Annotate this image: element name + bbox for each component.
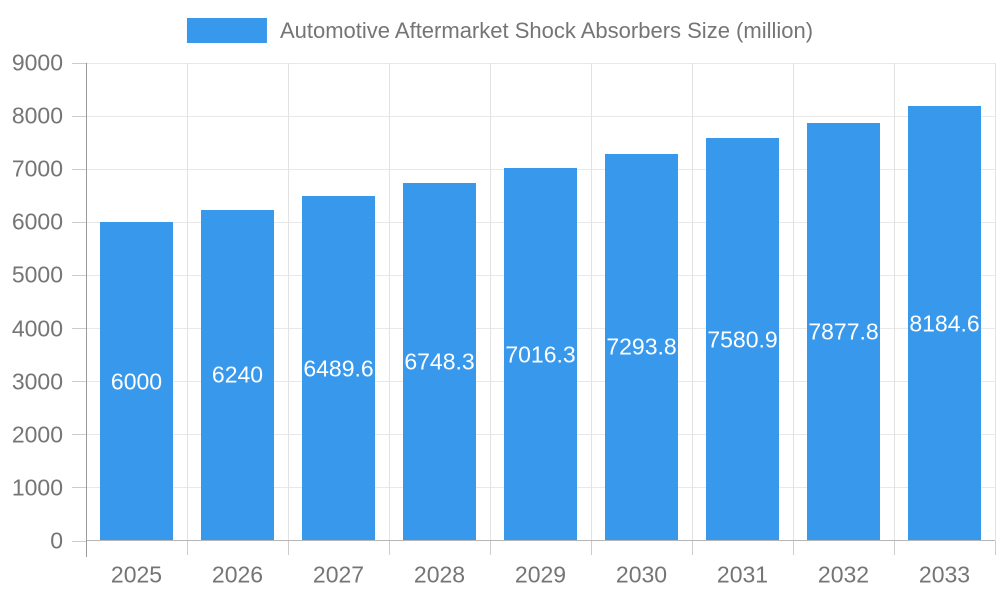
x-axis-tick [590, 541, 592, 555]
bar-2031 [706, 138, 779, 541]
bar-value-label: 7580.9 [707, 326, 778, 353]
bar-2028 [403, 182, 476, 541]
bar-2030 [605, 153, 678, 541]
x-axis-label: 2026 [211, 561, 264, 588]
gridline-vertical [792, 63, 794, 541]
x-axis-label: 2028 [413, 561, 466, 588]
legend-label: Automotive Aftermarket Shock Absorbers S… [279, 18, 814, 43]
y-axis-tick [72, 381, 86, 383]
y-axis-label: 9000 [11, 49, 63, 76]
plot-area: 0 1000 2000 3000 4000 5000 6000 7000 8000 9000 600… [12, 50, 996, 588]
bar-value-label: 6000 [110, 368, 163, 395]
bar-value-label: 6748.3 [404, 348, 475, 375]
gridline-horizontal [86, 62, 995, 64]
y-axis-tick [72, 62, 86, 64]
x-axis-tick [388, 541, 390, 555]
y-axis-tick [72, 434, 86, 436]
gridline-vertical [489, 63, 491, 541]
bar-value-label: 8184.6 [909, 310, 980, 337]
y-axis-tick [72, 328, 86, 330]
y-axis-tick [72, 168, 86, 170]
gridline-vertical [994, 63, 996, 541]
bar-2027 [302, 196, 375, 541]
bar-2032 [807, 122, 880, 541]
bar-2026 [201, 209, 274, 541]
x-axis-tick [792, 541, 794, 555]
bar-value-label: 6489.6 [303, 355, 374, 382]
gridline-horizontal [86, 115, 995, 117]
bar-2029 [504, 168, 577, 541]
gridline-vertical [590, 63, 592, 541]
y-axis-tick [72, 487, 86, 489]
y-axis-label: 7000 [11, 155, 63, 182]
bar-2033 [908, 106, 981, 541]
y-axis-line [86, 63, 87, 557]
x-axis-label: 2029 [514, 561, 567, 588]
y-axis-tick [72, 540, 86, 542]
x-axis-tick [893, 541, 895, 555]
legend-swatch [186, 18, 267, 43]
x-axis-label: 2025 [110, 561, 163, 588]
gridline-vertical [893, 63, 895, 541]
y-axis-label: 0 [50, 527, 63, 554]
x-axis-label: 2027 [312, 561, 365, 588]
gridline-vertical [186, 63, 188, 541]
y-axis-tick [72, 221, 86, 223]
x-axis-label: 2031 [716, 561, 769, 588]
gridline-vertical [287, 63, 289, 541]
y-axis-label: 1000 [11, 474, 63, 501]
x-axis-label: 2032 [817, 561, 870, 588]
bar-value-label: 7877.8 [808, 318, 879, 345]
x-axis-tick [489, 541, 491, 555]
x-axis-tick [186, 541, 188, 555]
bar-2025 [100, 222, 173, 541]
x-axis-line [86, 540, 995, 541]
gridline-vertical [691, 63, 693, 541]
x-axis-tick [287, 541, 289, 555]
x-axis-label: 2030 [615, 561, 668, 588]
y-axis-tick [72, 274, 86, 276]
bar-value-label: 7293.8 [606, 333, 677, 360]
bar-value-label: 6240 [211, 361, 264, 388]
x-axis-tick [691, 541, 693, 555]
y-axis-label: 6000 [11, 208, 63, 235]
x-axis-tick [994, 541, 996, 555]
y-axis-label: 5000 [11, 261, 63, 288]
y-axis-tick [72, 115, 86, 117]
bar-value-label: 7016.3 [505, 341, 576, 368]
y-axis-label: 4000 [11, 315, 63, 342]
x-axis-label: 2033 [918, 561, 971, 588]
gridline-vertical [388, 63, 390, 541]
y-axis-label: 3000 [11, 368, 63, 395]
y-axis-label: 8000 [11, 102, 63, 129]
legend-item[interactable]: Automotive Aftermarket Shock Absorbers S… [186, 18, 814, 43]
y-axis-label: 2000 [11, 421, 63, 448]
